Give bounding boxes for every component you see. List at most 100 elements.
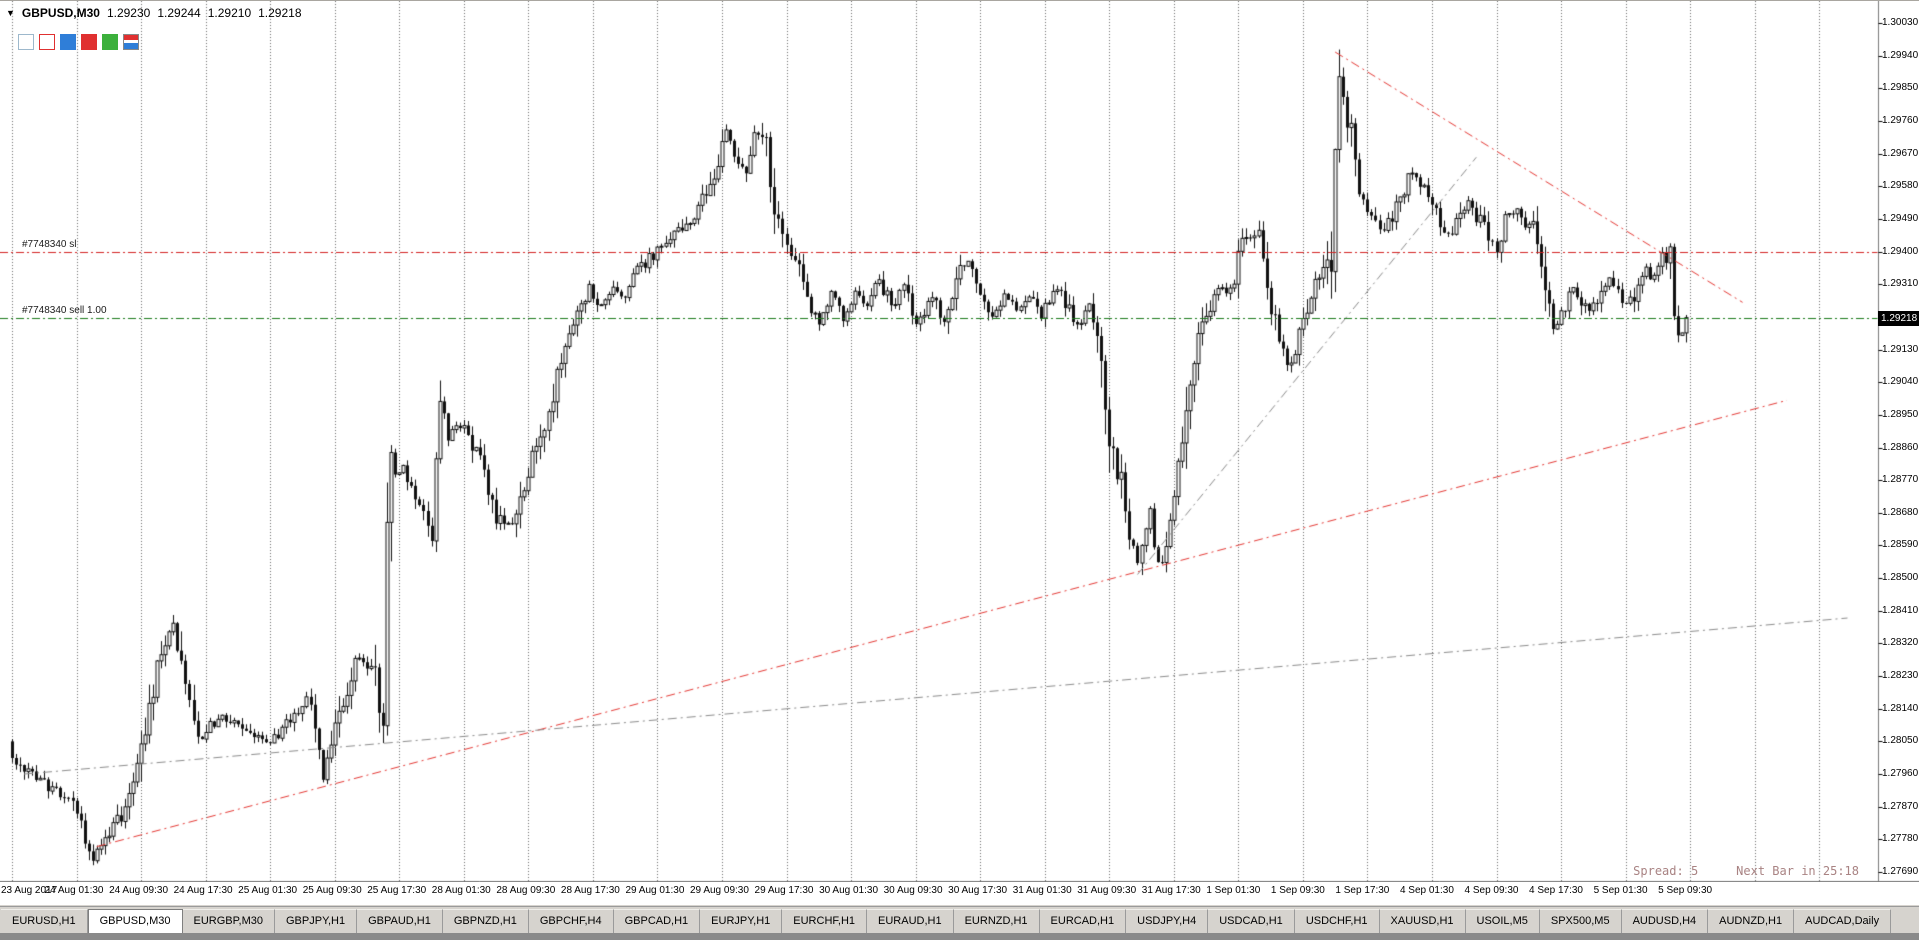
time-axis-label: 29 Aug 17:30 bbox=[754, 885, 814, 896]
time-axis-label: 23 Aug 2017 bbox=[1, 885, 58, 896]
order-line-label: #7748340 sl bbox=[22, 238, 77, 250]
price-axis-label: 1.27870 bbox=[1882, 800, 1919, 812]
price-axis-label: 1.28230 bbox=[1882, 670, 1919, 682]
time-axis-label: 4 Sep 17:30 bbox=[1529, 885, 1583, 896]
time-axis-label: 30 Aug 09:30 bbox=[883, 885, 943, 896]
chart-tab-eurusd-h1[interactable]: EURUSD,H1 bbox=[1, 909, 88, 933]
price-axis-label: 1.29310 bbox=[1882, 278, 1919, 290]
color-swatch-stripes-icon[interactable] bbox=[123, 34, 139, 50]
color-swatch-red-outline-icon[interactable] bbox=[39, 34, 55, 50]
time-axis-label: 31 Aug 09:30 bbox=[1077, 885, 1137, 896]
price-axis[interactable]: 1.30030 1.29940 1.29850 1.29760 1.29670 1.295… bbox=[1882, 1, 1919, 882]
time-axis-label: 4 Sep 09:30 bbox=[1464, 885, 1519, 896]
chart-tab-eurgbp-m30[interactable]: EURGBP,M30 bbox=[182, 909, 275, 933]
symbol-timeframe-label: GBPUSD,M30 bbox=[21, 6, 100, 20]
time-axis-label: 29 Aug 09:30 bbox=[689, 885, 749, 896]
color-swatch-red-icon[interactable] bbox=[81, 34, 97, 50]
status-strip bbox=[0, 933, 1919, 940]
ohlc-close: 1.29218 bbox=[258, 6, 302, 20]
time-axis-label: 24 Aug 17:30 bbox=[173, 885, 233, 896]
chart-tab-gbpchf-h4[interactable]: GBPCHF,H4 bbox=[528, 909, 614, 933]
chart-tab-gbpjpy-h1[interactable]: GBPJPY,H1 bbox=[275, 909, 358, 933]
chart-tab-eurcad-h1[interactable]: EURCAD,H1 bbox=[1039, 909, 1127, 933]
price-axis-label: 1.29850 bbox=[1882, 82, 1919, 94]
time-axis-label: 25 Aug 09:30 bbox=[302, 885, 362, 896]
price-axis-label: 1.28770 bbox=[1882, 474, 1919, 486]
next-bar-countdown: Next Bar in 25:18 bbox=[1736, 864, 1859, 878]
chart-ohlc-header: ▼ GBPUSD,M30 1.29230 1.29244 1.29210 1.2… bbox=[6, 6, 302, 20]
charts-tab-bar: EURUSD,H1 GBPUSD,M30 EURGBP,M30 GBPJPY,H1 GB… bbox=[0, 906, 1919, 933]
chart-tab-usdchf-h1[interactable]: USDCHF,H1 bbox=[1294, 909, 1380, 933]
price-axis-label: 1.29760 bbox=[1882, 114, 1919, 126]
time-axis[interactable]: 23 Aug 2017 24 Aug 01:30 24 Aug 09:30 24 Au… bbox=[0, 884, 1878, 900]
time-axis-label: 25 Aug 17:30 bbox=[367, 885, 427, 896]
chart-overlay-text: Spread: 5 Next Bar in 25:18 bbox=[1633, 864, 1859, 878]
spread-indicator: Spread: 5 bbox=[1633, 864, 1699, 878]
price-axis-label: 1.27960 bbox=[1882, 768, 1919, 780]
price-axis-label: 1.27690 bbox=[1882, 866, 1919, 877]
time-axis-label: 28 Aug 09:30 bbox=[496, 885, 556, 896]
time-axis-label: 28 Aug 17:30 bbox=[560, 885, 620, 896]
time-axis-label: 5 Sep 09:30 bbox=[1658, 885, 1713, 896]
order-line-label: #7748340 sell 1.00 bbox=[22, 304, 107, 316]
ohlc-high: 1.29244 bbox=[157, 6, 201, 20]
price-axis-label: 1.28140 bbox=[1882, 702, 1919, 714]
price-axis-label: 1.28590 bbox=[1882, 539, 1919, 551]
price-axis-label: 1.28050 bbox=[1882, 735, 1919, 747]
chart-tab-gbpaud-h1[interactable]: GBPAUD,H1 bbox=[357, 909, 443, 933]
chart-tab-gbpusd-m30[interactable]: GBPUSD,M30 bbox=[87, 909, 183, 933]
chart-tab-audusd-h4[interactable]: AUDUSD,H4 bbox=[1621, 909, 1709, 933]
chart-tab-xauusd-h1[interactable]: XAUUSD,H1 bbox=[1379, 909, 1466, 933]
price-axis-label: 1.28950 bbox=[1882, 408, 1919, 420]
chart-area: ▼ GBPUSD,M30 1.29230 1.29244 1.29210 1.2… bbox=[0, 0, 1919, 905]
chart-tab-usdcad-h1[interactable]: USDCAD,H1 bbox=[1208, 909, 1295, 933]
price-axis-label: 1.28860 bbox=[1882, 441, 1919, 453]
chart-tab-usdjpy-h4[interactable]: USDJPY,H4 bbox=[1126, 909, 1209, 933]
price-axis-label: 1.28680 bbox=[1882, 506, 1919, 518]
price-axis-label: 1.29040 bbox=[1882, 376, 1919, 388]
color-swatch-white-icon[interactable] bbox=[18, 34, 34, 50]
time-axis-label: 28 Aug 01:30 bbox=[431, 885, 491, 896]
chart-tab-eurnzd-h1[interactable]: EURNZD,H1 bbox=[953, 909, 1040, 933]
price-axis-label: 1.29940 bbox=[1882, 49, 1919, 61]
price-axis-label: 1.30030 bbox=[1882, 17, 1919, 28]
time-axis-label: 4 Sep 01:30 bbox=[1399, 885, 1454, 896]
color-swatch-green-icon[interactable] bbox=[102, 34, 118, 50]
time-axis-label: 30 Aug 17:30 bbox=[948, 885, 1008, 896]
price-axis-label: 1.28320 bbox=[1882, 637, 1919, 649]
chart-tab-audnzd-h1[interactable]: AUDNZD,H1 bbox=[1708, 909, 1795, 933]
chart-tab-spx500-m5[interactable]: SPX500,M5 bbox=[1539, 909, 1622, 933]
price-axis-label: 1.29580 bbox=[1882, 180, 1919, 192]
time-axis-label: 30 Aug 01:30 bbox=[819, 885, 879, 896]
price-axis-label: 1.29490 bbox=[1882, 212, 1919, 224]
time-axis-label: 1 Sep 17:30 bbox=[1335, 885, 1390, 896]
price-axis-label: 1.28410 bbox=[1882, 604, 1919, 616]
chart-tab-eurjpy-h1[interactable]: EURJPY,H1 bbox=[700, 909, 783, 933]
price-axis-label: 1.28500 bbox=[1882, 572, 1919, 584]
time-axis-label: 31 Aug 01:30 bbox=[1012, 885, 1072, 896]
ohlc-low: 1.29210 bbox=[207, 6, 252, 20]
chart-tab-audcad-daily[interactable]: AUDCAD,Daily bbox=[1794, 909, 1892, 933]
symbol-dropdown-icon[interactable]: ▼ bbox=[6, 8, 15, 18]
current-price-tag: 1.29218 bbox=[1878, 310, 1919, 326]
time-axis-label: 24 Aug 01:30 bbox=[44, 885, 104, 896]
time-axis-label: 5 Sep 01:30 bbox=[1593, 885, 1648, 896]
color-swatch-toolbar bbox=[18, 34, 139, 50]
color-swatch-blue-icon[interactable] bbox=[60, 34, 76, 50]
chart-tab-gbpnzd-h1[interactable]: GBPNZD,H1 bbox=[442, 909, 529, 933]
time-axis-label: 1 Sep 09:30 bbox=[1270, 885, 1325, 896]
time-axis-label: 31 Aug 17:30 bbox=[1141, 885, 1201, 896]
time-axis-label: 1 Sep 01:30 bbox=[1206, 885, 1261, 896]
time-axis-label: 25 Aug 01:30 bbox=[238, 885, 298, 896]
ohlc-open: 1.29230 bbox=[106, 6, 151, 20]
chart-tab-eurchf-h1[interactable]: EURCHF,H1 bbox=[782, 909, 868, 933]
chart-canvas[interactable] bbox=[0, 1, 1919, 882]
chart-tab-euraud-h1[interactable]: EURAUD,H1 bbox=[867, 909, 954, 933]
time-axis-label: 24 Aug 09:30 bbox=[109, 885, 169, 896]
time-axis-label: 29 Aug 01:30 bbox=[625, 885, 685, 896]
price-axis-label: 1.27780 bbox=[1882, 833, 1919, 845]
price-axis-label: 1.29670 bbox=[1882, 147, 1919, 159]
price-axis-label: 1.29400 bbox=[1882, 245, 1919, 257]
chart-tab-usoil-m5[interactable]: USOIL,M5 bbox=[1465, 909, 1540, 933]
chart-tab-gbpcad-h1[interactable]: GBPCAD,H1 bbox=[613, 909, 701, 933]
